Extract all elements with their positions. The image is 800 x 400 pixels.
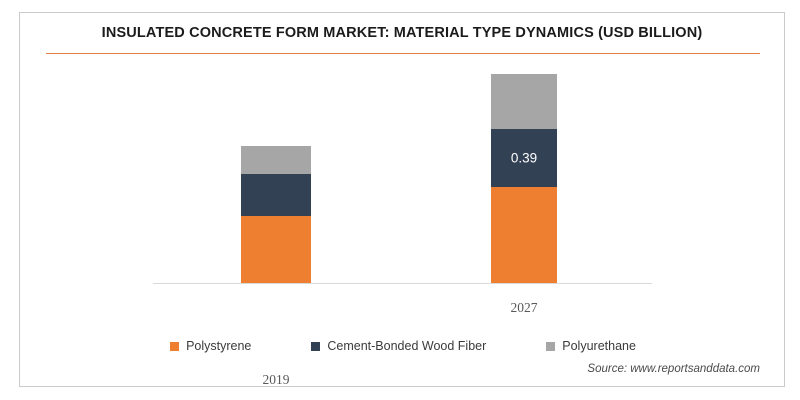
stacked-bar: 0.39 xyxy=(491,74,557,283)
chart-figure: INSULATED CONCRETE FORM MARKET: MATERIAL… xyxy=(19,12,785,387)
bar-segment-cement-bonded-wood-fiber[interactable] xyxy=(241,174,311,216)
bar-segment-polyurethane[interactable] xyxy=(241,146,311,174)
source-note: Source: www.reportsanddata.com xyxy=(587,363,760,375)
legend-swatch-icon xyxy=(546,341,556,351)
legend-item-cement-bonded-wood-fiber[interactable]: Cement-Bonded Wood Fiber xyxy=(311,339,486,353)
legend-swatch-icon xyxy=(170,341,180,351)
plot-area: 2019 0.39 2027 xyxy=(20,69,786,387)
legend-label: Polyurethane xyxy=(562,339,636,353)
bar-segment-cement-bonded-wood-fiber[interactable]: 0.39 xyxy=(491,129,557,187)
legend-label: Cement-Bonded Wood Fiber xyxy=(327,339,487,353)
bar-segment-polyurethane[interactable] xyxy=(491,74,557,129)
x-tick-label-2019: 2019 xyxy=(262,372,290,387)
bar-segment-value-label: 0.39 xyxy=(510,150,538,166)
bar-group-2027: 0.39 2027 xyxy=(491,74,557,315)
x-axis-baseline xyxy=(153,283,652,284)
bar-group-2019: 2019 xyxy=(241,146,311,387)
legend-label: Polystyrene xyxy=(186,339,252,353)
legend-item-polystyrene[interactable]: Polystyrene xyxy=(170,339,251,353)
title-block: INSULATED CONCRETE FORM MARKET: MATERIAL… xyxy=(20,13,784,69)
legend-swatch-icon xyxy=(311,341,321,351)
chart-title: INSULATED CONCRETE FORM MARKET: MATERIAL… xyxy=(101,25,703,41)
chart-legend: Polystyrene Cement-Bonded Wood Fiber Pol… xyxy=(20,333,786,359)
title-underline-rule xyxy=(46,53,760,54)
legend-item-polyurethane[interactable]: Polyurethane xyxy=(546,339,636,353)
x-tick-label-2027: 2027 xyxy=(510,300,538,315)
bar-segment-polystyrene[interactable] xyxy=(241,216,311,283)
bar-segment-polystyrene[interactable] xyxy=(491,187,557,283)
stacked-bar xyxy=(241,146,311,283)
